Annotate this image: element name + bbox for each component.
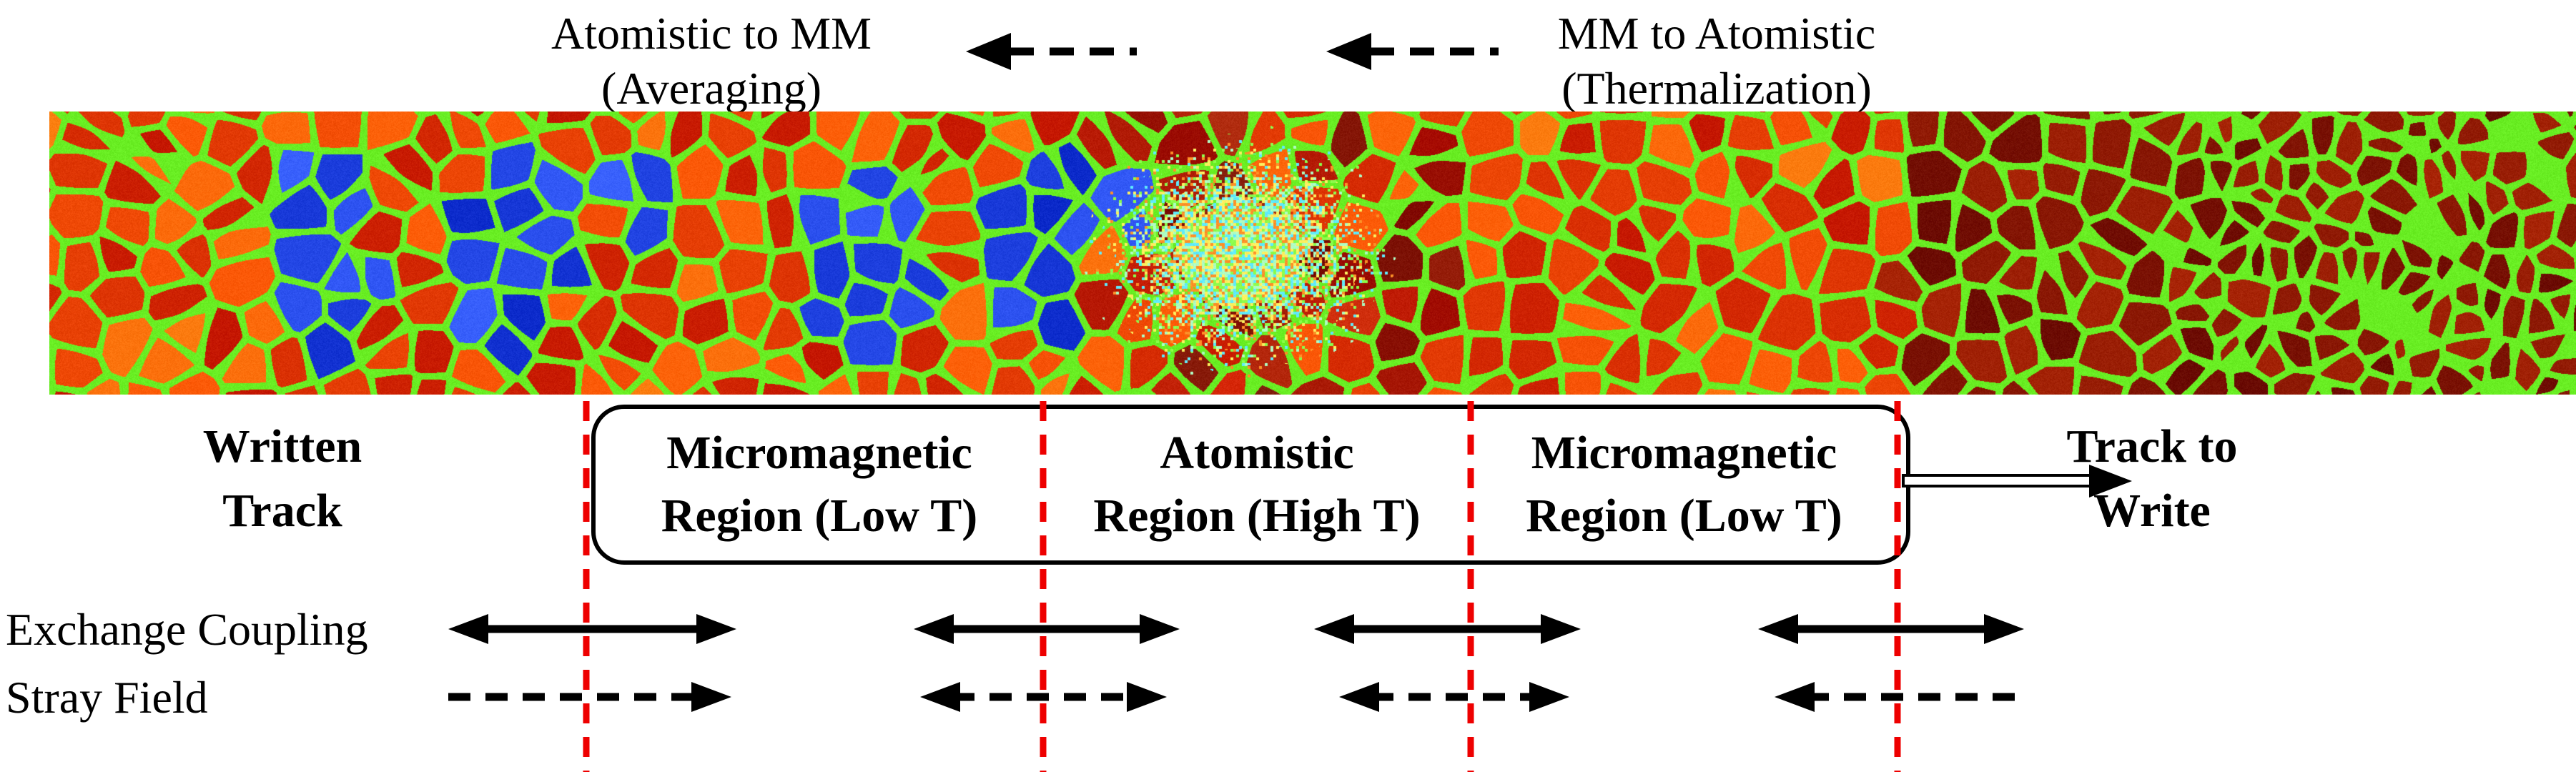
label-track-to-write-line1: Track to [2066, 420, 2238, 472]
exchange-arrow [914, 614, 1180, 644]
region-micromagnetic-left: Micromagnetic Region (Low T) [596, 409, 1043, 560]
label-mm-to-atomistic-line2: (Thermalization) [1561, 63, 1872, 114]
region-label-line: Micromagnetic [666, 427, 972, 479]
stray-field-arrow [448, 682, 731, 712]
granular-medium-image [49, 112, 2576, 395]
exchange-arrow [1758, 614, 2024, 644]
stray-field-arrow [1775, 682, 2024, 712]
region-label-line: Region (Low T) [661, 490, 978, 542]
exchange-arrow [1314, 614, 1581, 644]
exchange-arrow [448, 614, 736, 644]
label-atomistic-to-mm-line1: Atomistic to MM [551, 8, 872, 59]
label-mm-to-atomistic-line1: MM to Atomistic [1557, 8, 1876, 59]
label-atomistic-to-mm: Atomistic to MM (Averaging) [411, 6, 1012, 116]
label-track-to-write-line2: Write [2093, 485, 2211, 537]
region-micromagnetic-right: Micromagnetic Region (Low T) [1471, 409, 1898, 560]
label-stray-field: Stray Field [6, 672, 208, 723]
region-atomistic: Atomistic Region (High T) [1043, 409, 1471, 560]
region-label-line: Region (High T) [1093, 490, 1421, 542]
label-written-track: Written Track [61, 415, 504, 543]
region-label-line: Micromagnetic [1531, 427, 1837, 479]
region-label-line: Region (Low T) [1526, 490, 1842, 542]
label-track-to-write: Track to Write [1930, 415, 2374, 543]
region-label-line: Atomistic [1160, 427, 1354, 479]
stray-field-arrow [1339, 682, 1569, 712]
label-mm-to-atomistic: MM to Atomistic (Thermalization) [1416, 6, 2017, 116]
stray-field-arrow [920, 682, 1167, 712]
label-exchange-coupling: Exchange Coupling [6, 604, 368, 655]
label-written-track-line2: Track [222, 485, 342, 537]
label-written-track-line1: Written [202, 420, 362, 472]
label-atomistic-to-mm-line2: (Averaging) [601, 63, 821, 114]
region-box: Micromagnetic Region (Low T) Atomistic R… [591, 405, 1910, 565]
